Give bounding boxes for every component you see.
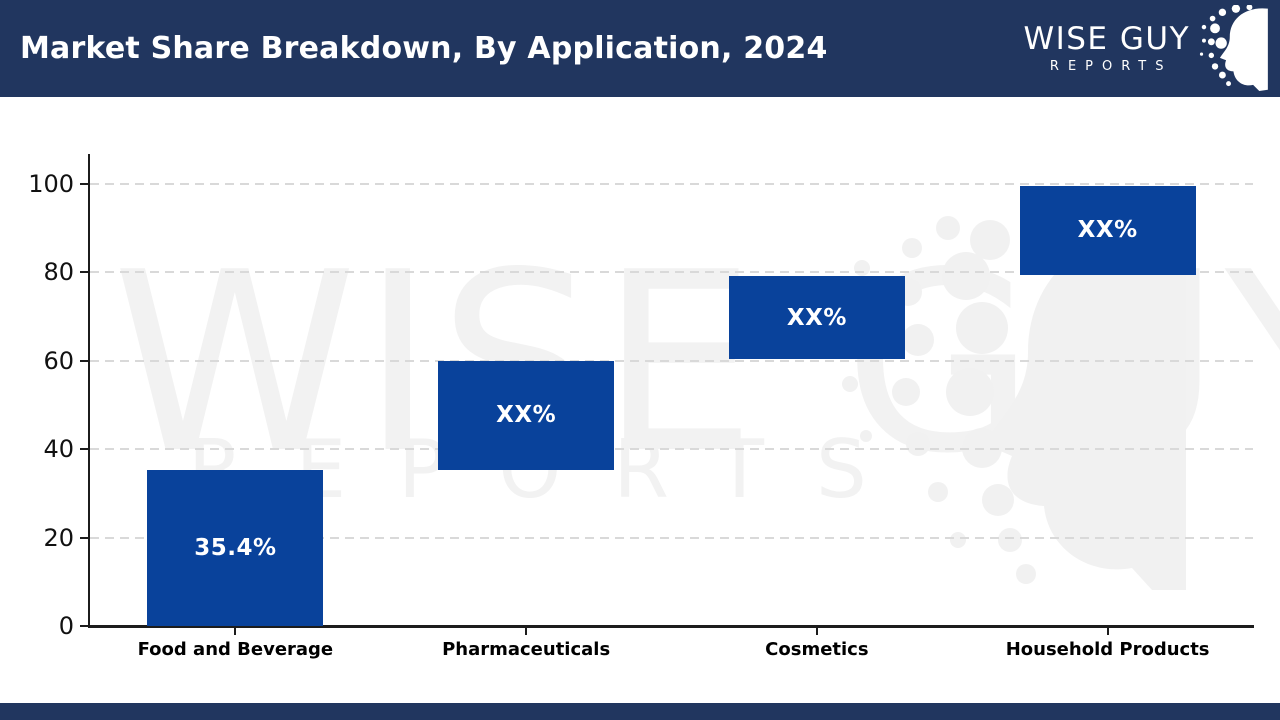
x-axis-label-pharmaceuticals: Pharmaceuticals	[442, 639, 611, 660]
wise-guy-logo: WISE GUY REPORTS	[1023, 5, 1270, 91]
bar-food-and-beverage: 35.4%	[147, 469, 324, 626]
logo-subtitle: REPORTS	[1049, 58, 1173, 74]
bar-value-label: XX%	[496, 402, 557, 429]
y-tick-label: 100	[28, 170, 74, 198]
y-tick	[80, 183, 88, 185]
bar-pharmaceuticals: XX%	[438, 360, 615, 470]
x-axis-label-food-and-beverage: Food and Beverage	[137, 639, 334, 660]
x-tick	[815, 628, 818, 635]
y-tick-label: 40	[43, 435, 74, 464]
y-tick-label: 80	[43, 258, 74, 287]
bar-value-label: XX%	[1077, 217, 1138, 244]
x-tick	[1106, 628, 1109, 635]
logo-text: WISE GUY REPORTS	[1023, 22, 1190, 74]
header-bar: Market Share Breakdown, By Application, …	[0, 0, 1280, 97]
x-axis-label-cosmetics: Cosmetics	[765, 639, 869, 660]
y-tick	[80, 448, 88, 451]
y-tick	[80, 625, 88, 627]
logo-wordmark: WISE GUY	[1023, 21, 1190, 58]
gridline-80	[90, 271, 1253, 274]
bar-value-label: 35.4%	[194, 534, 277, 561]
x-axis	[88, 625, 1254, 628]
y-tick-label: 20	[43, 523, 74, 552]
x-axis-label-household-products: Household Products	[1005, 639, 1210, 660]
y-tick	[80, 536, 88, 539]
bar-value-label: XX%	[786, 304, 847, 331]
chart-title: Market Share Breakdown, By Application, …	[20, 31, 828, 66]
y-tick-label: 0	[58, 612, 74, 640]
gridline-100	[90, 183, 1253, 185]
y-axis	[88, 154, 90, 628]
x-tick	[525, 628, 528, 635]
gridline-60	[90, 359, 1253, 362]
gridline-40	[90, 448, 1253, 451]
bar-household-products: XX%	[1019, 185, 1196, 275]
footer-bar	[0, 703, 1280, 720]
y-tick-label: 60	[43, 346, 74, 375]
logo-head-icon	[1199, 5, 1268, 91]
x-tick	[234, 628, 237, 635]
bar-cosmetics: XX%	[728, 276, 905, 360]
y-tick	[80, 271, 88, 274]
gridline-20	[90, 536, 1253, 539]
y-tick	[80, 359, 88, 362]
